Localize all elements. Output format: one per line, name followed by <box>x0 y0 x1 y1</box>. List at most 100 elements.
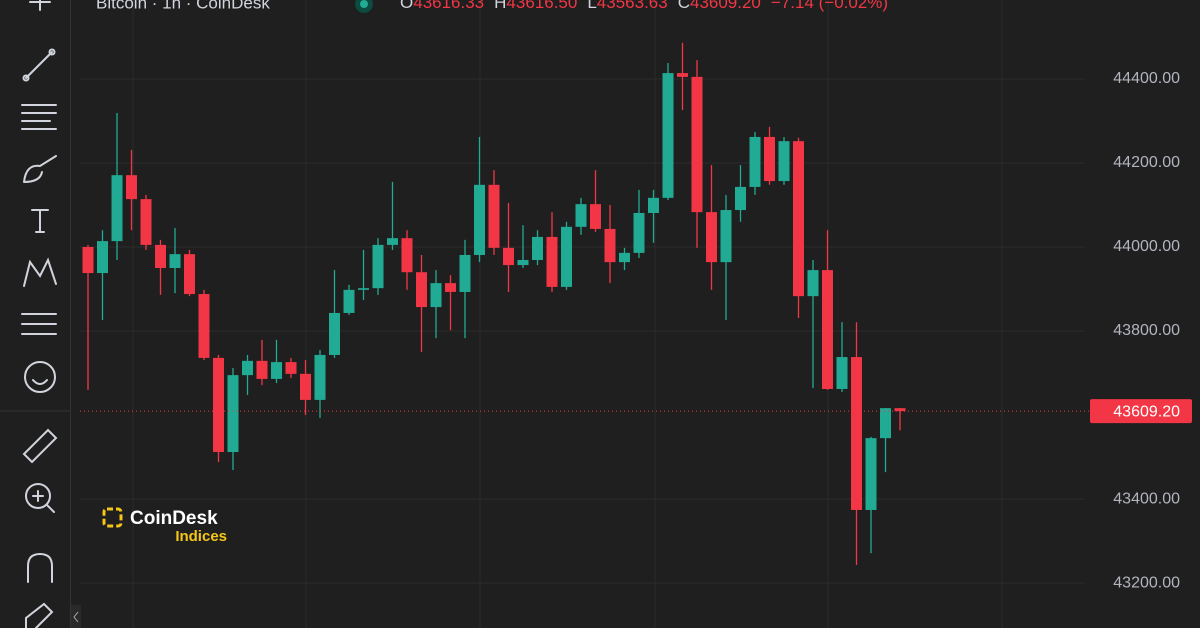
candle-body <box>358 288 369 290</box>
candle-body <box>256 360 268 379</box>
candle-body <box>619 252 630 263</box>
zoom-tool[interactable] <box>25 483 51 509</box>
candle-body <box>474 184 485 255</box>
candle-body <box>677 73 688 77</box>
candle-body <box>169 254 181 269</box>
y-tick-label: 43400.00 <box>1113 490 1180 507</box>
candle-body <box>807 270 819 297</box>
candle-body <box>604 228 616 263</box>
candle-body <box>430 283 442 308</box>
candle-body <box>561 226 572 287</box>
line-tool[interactable] <box>25 51 53 79</box>
candle-body <box>184 254 195 295</box>
text-tool[interactable] <box>31 209 49 233</box>
candle-body <box>633 212 645 253</box>
candle-body <box>662 73 674 198</box>
prediction-tool[interactable] <box>21 313 57 335</box>
candle-body <box>82 246 94 274</box>
ohlc-value: 43609.20 <box>690 0 761 12</box>
candle-body <box>691 76 703 213</box>
candle-body <box>242 360 253 376</box>
candle-body <box>822 270 833 389</box>
ruler-tool[interactable] <box>22 428 58 464</box>
candle-body <box>155 244 166 269</box>
ohlc-value: 43616.50 <box>506 0 577 12</box>
crosshair-icon[interactable] <box>29 0 51 11</box>
line-tool-dot <box>22 74 30 82</box>
watermark-brand: CoinDesk <box>130 508 218 529</box>
line-tool-dot <box>48 48 56 56</box>
watermark: CoinDesk Indices <box>102 507 227 545</box>
y-tick-label: 44000.00 <box>1113 238 1180 255</box>
candle-body <box>401 238 413 273</box>
zoom-tool-glyph <box>32 490 55 513</box>
brush-tool[interactable] <box>23 155 57 183</box>
symbol-title: Bitcoin · 1h · CoinDesk <box>96 0 270 12</box>
status-dot <box>360 0 368 8</box>
candle-body <box>517 260 529 266</box>
candle-body <box>271 362 282 379</box>
ohlc-letter: C <box>678 0 690 12</box>
last-price-label: 43609.20 <box>1113 403 1180 420</box>
candle-body <box>140 199 152 245</box>
candle-body <box>227 375 239 452</box>
ohlc-letter: L <box>587 0 596 12</box>
emoji-tool[interactable] <box>24 361 56 393</box>
candle-body <box>764 136 775 182</box>
ohlc-letter: O <box>400 0 413 12</box>
candle-body <box>648 197 659 213</box>
candle-body <box>546 236 558 287</box>
candles <box>80 42 1090 565</box>
ohlc-letter: H <box>494 0 506 12</box>
candle-body <box>865 438 877 510</box>
price-axis: 43200.00 43400.00 43800.00 44000.00 44200.00… <box>1090 70 1192 591</box>
candle-body <box>778 141 790 182</box>
collapse-arrow <box>73 611 79 623</box>
ohlc-value: 43616.33 <box>413 0 484 12</box>
candle-body <box>343 289 355 313</box>
emoji-smile <box>32 379 48 385</box>
last-price-box <box>1090 399 1192 424</box>
candle-body <box>735 186 746 211</box>
candle-body <box>880 408 891 439</box>
candle-body <box>894 408 906 412</box>
ohlc-change: −7.14 (−0.02%) <box>771 0 888 12</box>
candle-body <box>720 210 732 263</box>
candle-body <box>532 236 543 261</box>
candle-body <box>213 357 224 452</box>
magnet-tool[interactable] <box>27 552 53 583</box>
candle-body <box>749 136 761 187</box>
pattern-tool[interactable] <box>23 257 57 287</box>
candle-body <box>329 312 340 355</box>
ohlc-value: 43563.63 <box>597 0 668 12</box>
candle-body <box>198 294 210 358</box>
candle-body <box>314 354 326 400</box>
candle-body <box>126 175 137 200</box>
candle-body <box>836 357 848 389</box>
candle-body <box>503 247 514 266</box>
candle-body <box>851 357 862 510</box>
collapse-button[interactable] <box>71 605 81 628</box>
price-grid <box>80 78 1085 584</box>
watermark-product: Indices <box>175 528 227 545</box>
candle-body <box>387 238 398 245</box>
watermark-logo <box>102 507 123 528</box>
candle-body <box>793 141 804 297</box>
candle-body <box>285 362 297 374</box>
fib-tool[interactable] <box>21 104 57 130</box>
ohlc-legend: O43616.33 H43616.50 L43563.63 C43609.20 −7.1… <box>400 0 888 12</box>
y-tick-label: 44400.00 <box>1113 70 1180 87</box>
toolbar <box>0 0 81 628</box>
candle-body <box>590 204 601 229</box>
y-tick-label: 43800.00 <box>1113 322 1180 339</box>
candle-body <box>300 373 311 400</box>
candle-body <box>111 175 123 242</box>
candle-body <box>97 241 108 274</box>
y-tick-label: 43200.00 <box>1113 574 1180 591</box>
lock-tool[interactable] <box>25 602 54 628</box>
candle-body <box>372 244 384 289</box>
y-tick-label: 44200.00 <box>1113 154 1180 171</box>
candle-body <box>575 204 587 227</box>
